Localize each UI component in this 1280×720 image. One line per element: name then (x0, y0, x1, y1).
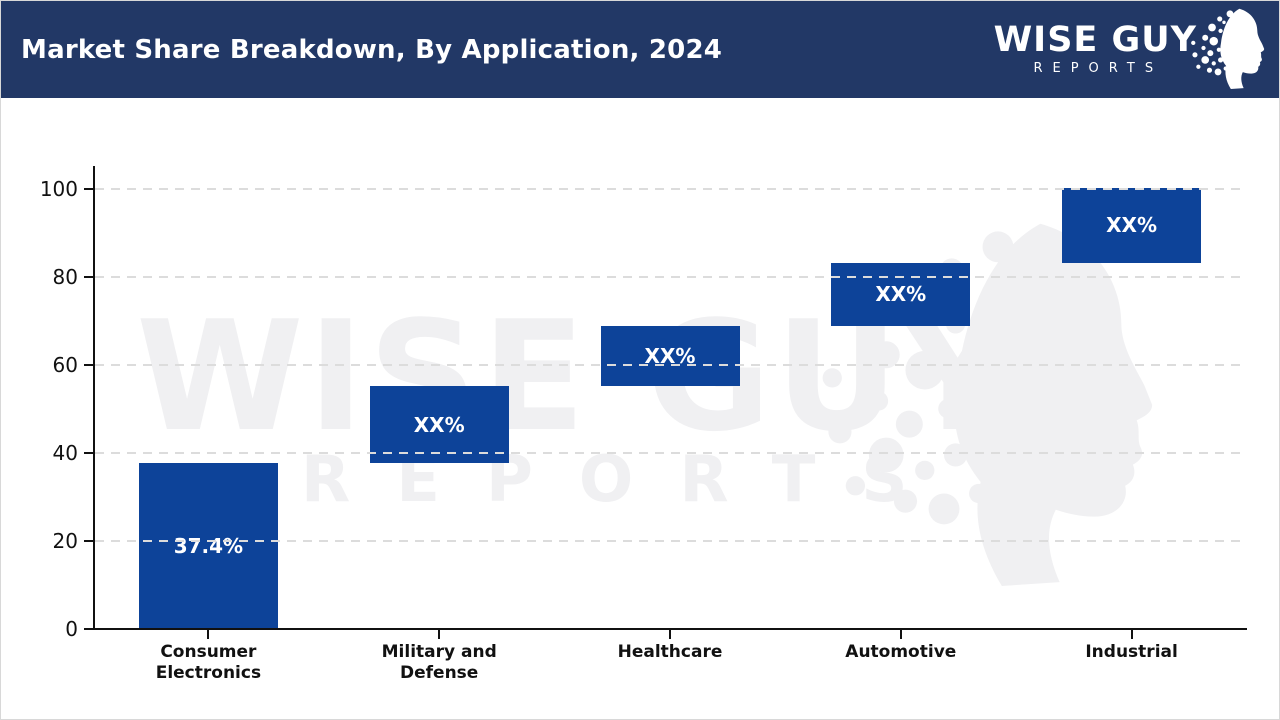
bar-value-label: XX% (875, 282, 927, 307)
x-tick-mark (438, 630, 441, 639)
x-tick-mark (899, 630, 902, 639)
x-category-label: Military and Defense (381, 642, 497, 683)
y-tick-label: 0 (65, 617, 78, 641)
gridline (95, 452, 1247, 454)
y-tick-label: 60 (52, 353, 78, 377)
y-tick-mark (84, 540, 93, 542)
x-category-label: Consumer Electronics (155, 642, 262, 683)
y-tick-mark (84, 188, 93, 190)
y-tick-mark (84, 452, 93, 454)
header-bar: Market Share Breakdown, By Application, … (1, 1, 1279, 98)
x-tick-mark (1130, 630, 1133, 639)
bar-value-label: 37.4% (173, 533, 244, 558)
bar-1: 37.4% (138, 463, 278, 628)
y-tick-label: 40 (52, 441, 78, 465)
x-axis-line (93, 628, 1247, 630)
y-tick-label: 100 (39, 177, 78, 201)
bar-5: XX% (1062, 188, 1202, 263)
x-tick-mark (207, 630, 210, 639)
watermark-head-icon (822, 223, 1153, 586)
logo-wiseguy-text: WISE GUY (993, 19, 1197, 60)
y-tick-label: 20 (52, 529, 78, 553)
bar-4: XX% (831, 262, 971, 327)
wiseguy-logo: WISE GUY REPORTS (993, 8, 1267, 89)
logo-head-icon (1191, 8, 1265, 89)
y-tick-mark (84, 364, 93, 366)
x-tick-mark (669, 630, 671, 639)
x-category-label: Automotive (845, 642, 957, 662)
x-category-label: Healthcare (617, 642, 723, 662)
y-axis-line (93, 166, 95, 630)
chart-title: Market Share Breakdown, By Application, … (21, 34, 723, 65)
y-tick-mark (84, 276, 93, 278)
gridline (95, 364, 1247, 366)
gridline (95, 276, 1247, 278)
gridline (95, 540, 1247, 542)
bar-2: XX% (369, 386, 509, 464)
bar-value-label: XX% (1106, 213, 1158, 238)
y-tick-mark (84, 628, 93, 630)
gridline (95, 188, 1247, 190)
bar-3: XX% (600, 326, 740, 386)
y-tick-label: 80 (52, 265, 78, 289)
logo-reports-text: REPORTS (1033, 60, 1164, 76)
bar-value-label: XX% (413, 412, 465, 437)
x-category-label: Industrial (1085, 642, 1178, 662)
